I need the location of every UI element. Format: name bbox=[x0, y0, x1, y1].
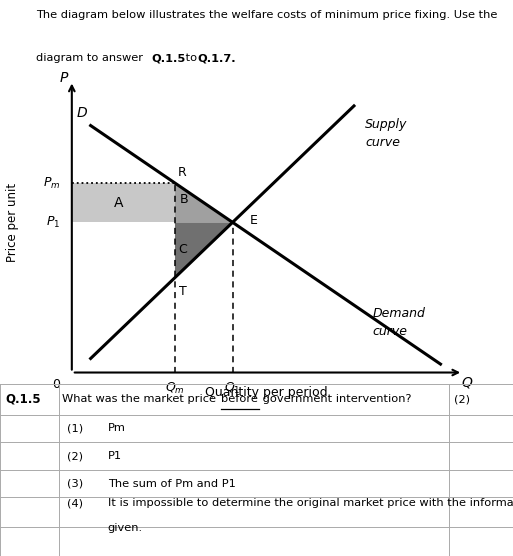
Text: (1): (1) bbox=[67, 424, 83, 434]
Text: Quantity per period: Quantity per period bbox=[205, 386, 328, 399]
Text: Q.1.5: Q.1.5 bbox=[151, 53, 186, 63]
Text: E: E bbox=[249, 215, 258, 227]
Text: B: B bbox=[180, 193, 189, 206]
Text: before: before bbox=[221, 394, 258, 404]
Text: Pm: Pm bbox=[108, 424, 126, 434]
Text: P: P bbox=[60, 71, 68, 85]
Polygon shape bbox=[175, 183, 232, 222]
Polygon shape bbox=[175, 222, 232, 277]
Text: P1: P1 bbox=[108, 451, 122, 461]
Text: A: A bbox=[113, 196, 123, 210]
Text: to: to bbox=[182, 53, 201, 63]
Text: $P_1$: $P_1$ bbox=[46, 215, 61, 230]
Polygon shape bbox=[72, 183, 175, 222]
Text: C: C bbox=[178, 244, 187, 256]
Text: T: T bbox=[179, 285, 186, 297]
Text: (3): (3) bbox=[67, 479, 83, 489]
Text: (4): (4) bbox=[67, 498, 83, 508]
Text: (2): (2) bbox=[454, 394, 470, 404]
Text: $Q_m$: $Q_m$ bbox=[165, 381, 185, 396]
Text: 0: 0 bbox=[52, 378, 61, 391]
Text: $Q_1$: $Q_1$ bbox=[224, 381, 241, 396]
Text: government intervention?: government intervention? bbox=[259, 394, 411, 404]
Text: given.: given. bbox=[108, 523, 143, 533]
Text: The sum of Pm and P1: The sum of Pm and P1 bbox=[108, 479, 235, 489]
Text: It is impossible to determine the original market price with the information: It is impossible to determine the origin… bbox=[108, 498, 513, 508]
Text: (2): (2) bbox=[67, 451, 83, 461]
Text: Q.1.7.: Q.1.7. bbox=[198, 53, 236, 63]
Text: $P_m$: $P_m$ bbox=[43, 176, 61, 191]
Text: D: D bbox=[76, 106, 87, 120]
Text: Demand
curve: Demand curve bbox=[373, 306, 426, 337]
Text: Price per unit: Price per unit bbox=[6, 183, 19, 262]
Text: diagram to answer: diagram to answer bbox=[36, 53, 147, 63]
Text: Supply
curve: Supply curve bbox=[365, 118, 408, 150]
Text: Q: Q bbox=[461, 375, 472, 389]
Text: What was the market price: What was the market price bbox=[62, 394, 219, 404]
Text: R: R bbox=[178, 166, 187, 179]
Text: Q.1.5: Q.1.5 bbox=[5, 393, 41, 406]
Text: The diagram below illustrates the welfare costs of minimum price fixing. Use the: The diagram below illustrates the welfar… bbox=[36, 10, 497, 20]
